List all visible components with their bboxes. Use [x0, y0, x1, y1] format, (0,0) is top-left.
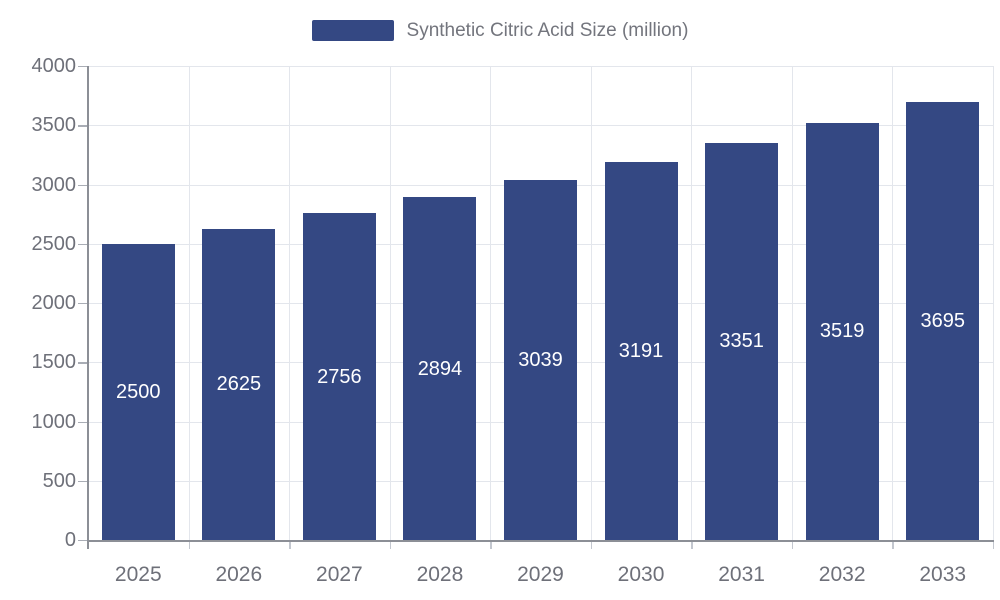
bar-2027[interactable]	[302, 213, 376, 540]
gridline-vertical-6	[691, 66, 693, 540]
y-axis-tick-2500	[78, 243, 88, 246]
x-axis-label-2032: 2032	[818, 563, 866, 586]
x-axis-label-2031: 2031	[718, 563, 765, 586]
y-axis-label-1500: 1500	[31, 351, 77, 374]
bar-2031[interactable]	[705, 142, 779, 540]
x-axis-label-2028: 2028	[416, 563, 464, 586]
legend: Synthetic Citric Acid Size (million)	[0, 20, 1000, 41]
gridline-vertical-9	[993, 66, 994, 540]
x-axis-label-2029: 2029	[517, 563, 564, 586]
y-axis-label-0: 0	[64, 529, 76, 551]
gridline-vertical-5	[590, 66, 592, 540]
bar-value-label-2030: 3191	[618, 339, 664, 362]
y-axis-line	[87, 66, 89, 549]
x-axis-tick-6	[691, 540, 693, 549]
y-axis-label-3500: 3500	[31, 114, 77, 137]
y-axis-tick-1000	[78, 421, 88, 423]
bar-2032[interactable]	[805, 122, 879, 540]
x-axis-tick-5	[590, 540, 593, 549]
x-axis-tick-4	[490, 540, 492, 549]
x-axis-tick-3	[389, 540, 392, 549]
x-axis-label-2027: 2027	[316, 563, 363, 586]
x-axis-label-2025: 2025	[114, 563, 162, 586]
bar-2030[interactable]	[604, 161, 678, 540]
x-axis-line	[87, 540, 994, 542]
y-axis-tick-3500	[78, 125, 88, 127]
bar-2025[interactable]	[101, 243, 175, 540]
bar-2028[interactable]	[403, 197, 477, 540]
y-axis-label-2500: 2500	[31, 232, 77, 255]
y-axis-tick-1500	[78, 362, 88, 364]
x-axis-tick-8	[892, 540, 894, 549]
bar-value-label-2029: 3039	[518, 348, 563, 371]
bar-2033[interactable]	[906, 102, 980, 540]
y-axis-tick-0	[78, 540, 88, 542]
bar-value-label-2028: 2894	[417, 357, 463, 380]
gridline-vertical-3	[389, 66, 391, 540]
bar-value-label-2027: 2756	[317, 365, 362, 388]
gridline-horizontal-3500	[88, 125, 993, 127]
bar-value-label-2033: 3695	[920, 310, 965, 333]
x-axis-label-2030: 2030	[617, 563, 665, 586]
bar-2026[interactable]	[202, 228, 276, 540]
legend-item-synthetic-citric-acid[interactable]: Synthetic Citric Acid Size (million)	[311, 20, 689, 41]
x-axis-label-2026: 2026	[215, 563, 263, 586]
y-axis-label-2000: 2000	[31, 292, 77, 314]
x-axis-tick-0	[88, 540, 90, 549]
gridline-vertical-4	[490, 66, 492, 540]
x-axis-tick-7	[791, 540, 794, 549]
x-axis-tick-1	[188, 540, 190, 549]
y-axis-tick-3000	[78, 184, 88, 186]
gridline-vertical-8	[892, 66, 894, 540]
y-axis-label-1000: 1000	[31, 410, 77, 433]
bar-2029[interactable]	[504, 179, 577, 540]
bar-value-label-2026: 2625	[216, 373, 262, 396]
legend-color-swatch	[311, 20, 394, 41]
y-axis-tick-2000	[78, 303, 88, 305]
x-axis-tick-9	[993, 540, 995, 549]
y-axis-label-4000: 4000	[31, 55, 77, 77]
x-axis-tick-2	[289, 540, 291, 549]
y-axis-label-3000: 3000	[31, 173, 77, 196]
bar-value-label-2025: 2500	[116, 380, 161, 403]
y-axis-label-500: 500	[42, 469, 76, 492]
bar-value-label-2032: 3519	[819, 320, 865, 343]
y-axis-tick-500	[78, 480, 88, 483]
x-axis-label-2033: 2033	[919, 563, 967, 586]
y-axis-tick-4000	[78, 66, 88, 68]
gridline-horizontal-4000	[88, 66, 993, 67]
legend-label: Synthetic Citric Acid Size (million)	[406, 20, 689, 41]
gridline-vertical-2	[289, 66, 291, 540]
gridline-vertical-1	[188, 66, 190, 540]
gridline-vertical-7	[791, 66, 793, 540]
bar-value-label-2031: 3351	[719, 330, 764, 353]
